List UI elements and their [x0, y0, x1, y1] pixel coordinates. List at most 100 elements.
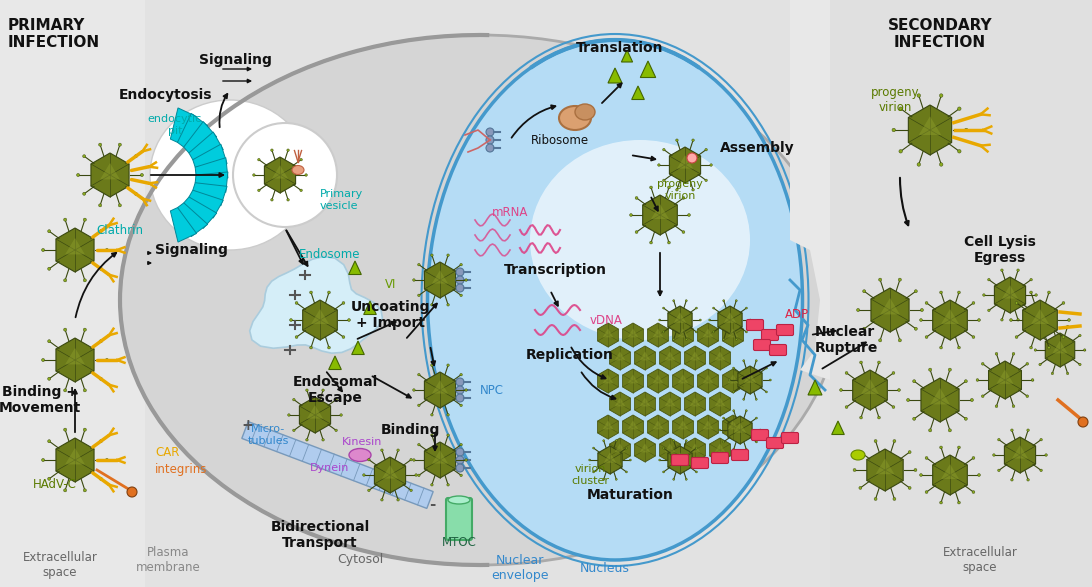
Polygon shape	[710, 438, 731, 462]
Polygon shape	[352, 341, 365, 355]
Circle shape	[735, 300, 737, 302]
Polygon shape	[677, 155, 693, 168]
Polygon shape	[302, 300, 337, 340]
Circle shape	[893, 498, 895, 501]
Polygon shape	[382, 465, 399, 478]
Circle shape	[413, 458, 415, 461]
Circle shape	[710, 164, 712, 166]
Circle shape	[417, 404, 420, 407]
Polygon shape	[615, 397, 626, 406]
Text: endocytic
pit: endocytic pit	[147, 114, 202, 136]
Text: progeny
virion: progeny virion	[657, 179, 703, 201]
Circle shape	[845, 372, 848, 375]
Circle shape	[417, 443, 420, 446]
Polygon shape	[628, 328, 639, 338]
Circle shape	[704, 179, 708, 181]
Polygon shape	[665, 397, 675, 406]
Polygon shape	[603, 328, 614, 338]
Circle shape	[658, 319, 661, 321]
Circle shape	[1017, 319, 1019, 321]
Polygon shape	[997, 370, 1013, 384]
Polygon shape	[432, 450, 448, 464]
Polygon shape	[673, 369, 693, 393]
Circle shape	[939, 163, 943, 166]
Polygon shape	[100, 163, 120, 180]
Polygon shape	[622, 415, 643, 439]
Circle shape	[972, 457, 975, 460]
Polygon shape	[744, 372, 757, 383]
Circle shape	[593, 471, 594, 473]
Polygon shape	[622, 323, 643, 347]
Circle shape	[686, 338, 687, 340]
Circle shape	[83, 489, 86, 492]
Text: Primary
vesicle: Primary vesicle	[320, 189, 364, 211]
Circle shape	[603, 440, 605, 441]
Polygon shape	[728, 416, 752, 444]
Polygon shape	[995, 277, 1025, 313]
Circle shape	[735, 338, 737, 340]
FancyBboxPatch shape	[751, 430, 769, 440]
Circle shape	[41, 359, 45, 362]
Text: Maturation: Maturation	[586, 488, 674, 502]
Polygon shape	[631, 86, 644, 100]
Polygon shape	[653, 375, 664, 383]
Circle shape	[925, 457, 928, 460]
Circle shape	[63, 218, 67, 221]
Polygon shape	[724, 312, 736, 323]
Circle shape	[48, 477, 50, 480]
Polygon shape	[660, 438, 680, 462]
Circle shape	[1040, 469, 1043, 471]
Circle shape	[1031, 379, 1034, 382]
Polygon shape	[634, 346, 655, 370]
Text: Clathrin: Clathrin	[96, 224, 143, 237]
Circle shape	[696, 471, 698, 473]
Circle shape	[141, 174, 143, 177]
Circle shape	[746, 448, 747, 450]
Polygon shape	[603, 420, 614, 430]
Circle shape	[368, 489, 370, 491]
Circle shape	[699, 319, 701, 321]
Circle shape	[460, 294, 462, 296]
Circle shape	[636, 231, 638, 234]
Text: Assembly: Assembly	[720, 141, 795, 155]
Circle shape	[1067, 325, 1069, 328]
Circle shape	[987, 278, 990, 281]
Polygon shape	[425, 262, 455, 298]
Circle shape	[928, 429, 931, 432]
Circle shape	[995, 405, 998, 407]
Circle shape	[1047, 346, 1051, 349]
Circle shape	[456, 394, 464, 402]
Circle shape	[63, 389, 67, 392]
Circle shape	[1011, 429, 1013, 431]
Polygon shape	[690, 443, 700, 453]
Circle shape	[417, 294, 420, 296]
Circle shape	[1079, 363, 1081, 366]
Polygon shape	[698, 323, 719, 347]
Circle shape	[977, 474, 981, 477]
Circle shape	[630, 214, 632, 217]
Circle shape	[127, 487, 136, 497]
FancyBboxPatch shape	[712, 453, 728, 464]
Polygon shape	[921, 378, 959, 422]
Polygon shape	[640, 397, 651, 406]
Circle shape	[898, 389, 901, 392]
Ellipse shape	[120, 35, 840, 565]
Polygon shape	[867, 449, 903, 491]
Circle shape	[1078, 417, 1088, 427]
Circle shape	[972, 336, 975, 339]
Circle shape	[899, 150, 902, 153]
Polygon shape	[723, 323, 744, 347]
Polygon shape	[307, 405, 323, 419]
Circle shape	[430, 484, 434, 486]
Circle shape	[368, 458, 370, 461]
Text: CAR: CAR	[155, 446, 179, 458]
Polygon shape	[609, 346, 630, 370]
Polygon shape	[698, 415, 719, 439]
Text: -: -	[429, 498, 436, 512]
Polygon shape	[832, 421, 844, 434]
Circle shape	[913, 417, 916, 420]
Polygon shape	[790, 0, 830, 587]
Circle shape	[746, 331, 747, 333]
Circle shape	[460, 264, 462, 266]
Circle shape	[964, 417, 968, 420]
